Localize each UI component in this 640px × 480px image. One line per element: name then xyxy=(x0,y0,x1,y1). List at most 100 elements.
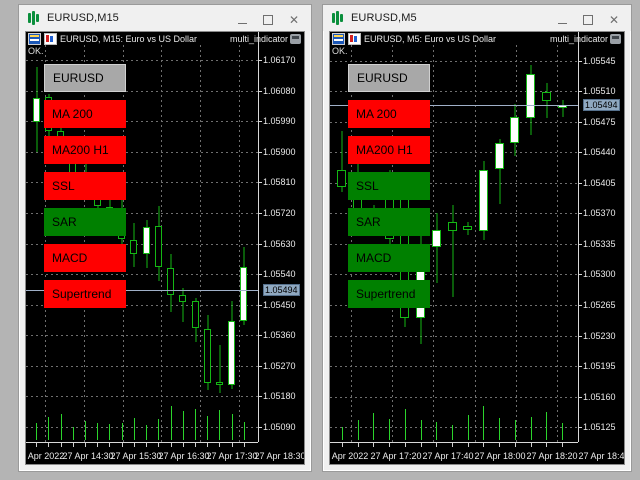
price-tick-mark xyxy=(578,60,582,62)
price-tick-label: 1.05265 xyxy=(583,300,616,310)
price-tick: 1.05900 xyxy=(258,147,296,157)
close-button[interactable]: ✕ xyxy=(601,11,627,29)
titlebar-m15[interactable]: EURUSD,M15 ✕ xyxy=(19,5,311,31)
titlebar-m5[interactable]: EURUSD,M5 ✕ xyxy=(323,5,631,31)
chart-window-m5[interactable]: EURUSD,M5 ✕ EURUSD, M5: Euro vs US Dolla… xyxy=(322,4,632,472)
indicator-button-sar[interactable]: SAR xyxy=(44,208,126,236)
maximize-button[interactable] xyxy=(255,11,281,29)
candlestick xyxy=(432,213,441,283)
time-tick-mark xyxy=(146,443,147,447)
price-tick-label: 1.05990 xyxy=(263,116,296,126)
window-controls: ✕ xyxy=(229,11,307,29)
price-tick: 1.05230 xyxy=(578,331,616,341)
price-tick: 1.05265 xyxy=(578,300,616,310)
price-tick-label: 1.05125 xyxy=(583,422,616,432)
grid-line-horizontal xyxy=(330,336,578,337)
indicator-button-ma-200[interactable]: MA 200 xyxy=(44,100,126,128)
indicator-button-macd[interactable]: MACD xyxy=(44,244,126,272)
minimize-button[interactable] xyxy=(549,11,575,29)
indicator-button-sar[interactable]: SAR xyxy=(348,208,430,236)
time-axis-label: 27 Apr 16:30 xyxy=(158,451,210,461)
chart-canvas-m5[interactable]: EURUSD, M5: Euro vs US Dollar multi_indi… xyxy=(330,32,624,464)
price-tick: 1.05180 xyxy=(258,391,296,401)
candle-wick xyxy=(562,100,563,117)
volume-bar xyxy=(405,409,406,440)
indicator-button-ma200-h1[interactable]: MA200 H1 xyxy=(348,136,430,164)
time-tick-mark xyxy=(109,443,110,447)
indicator-button-eurusd[interactable]: EURUSD xyxy=(348,64,430,92)
time-tick-mark xyxy=(452,443,453,447)
minimize-button[interactable] xyxy=(229,11,255,29)
time-axis-label: 27 Apr 17:20 xyxy=(370,451,422,461)
price-axis[interactable]: 1.05545 1.05510 1.05475 1.05440 1.05405 1.053… xyxy=(578,32,624,464)
chart-type-icon[interactable] xyxy=(44,32,57,45)
price-tick: 1.05335 xyxy=(578,239,616,249)
volume-bar xyxy=(36,423,37,440)
price-tick-label: 1.05300 xyxy=(583,269,616,279)
time-axis-label: 27 Apr 17:40 xyxy=(422,451,474,461)
time-tick-mark xyxy=(195,443,196,447)
price-tick-mark xyxy=(578,304,582,306)
metatrader-icon xyxy=(331,11,345,25)
volume-bar xyxy=(61,414,62,440)
price-tick-mark xyxy=(578,365,582,367)
time-tick-mark xyxy=(515,443,516,447)
price-tick-label: 1.05540 xyxy=(263,269,296,279)
chart-status-text: OK. xyxy=(28,46,44,56)
indicator-button-supertrend[interactable]: Supertrend xyxy=(348,280,430,308)
price-tick-label: 1.06170 xyxy=(263,55,296,65)
price-axis[interactable]: 1.06170 1.06080 1.05990 1.05900 1.05810 1.057… xyxy=(258,32,304,464)
volume-bar xyxy=(389,419,390,440)
indicator-button-ssl[interactable]: SSL xyxy=(44,172,126,200)
grid-line-horizontal xyxy=(330,366,578,367)
candle-wick xyxy=(436,213,437,283)
close-button[interactable]: ✕ xyxy=(281,11,307,29)
volume-bar xyxy=(183,411,184,440)
time-axis-separator xyxy=(26,442,258,443)
chart-frame-m5[interactable]: EURUSD, M5: Euro vs US Dollar multi_indi… xyxy=(329,31,625,465)
chart-window-m15[interactable]: EURUSD,M15 ✕ EURUSD, M15: Euro vs US Dol… xyxy=(18,4,312,472)
candle-body xyxy=(240,267,247,321)
candle-wick xyxy=(499,139,500,204)
volume-bar xyxy=(85,421,86,440)
candlestick xyxy=(542,83,551,118)
indicator-button-ma-200[interactable]: MA 200 xyxy=(348,100,430,128)
price-tick: 1.05810 xyxy=(258,177,296,187)
time-tick-mark xyxy=(358,443,359,447)
candle-body xyxy=(130,240,137,254)
price-tick-mark xyxy=(258,181,262,183)
current-price-line xyxy=(330,105,578,106)
volume-bar xyxy=(483,406,484,440)
candle-body xyxy=(216,382,223,385)
grid-line-horizontal xyxy=(26,60,258,61)
price-tick-label: 1.05180 xyxy=(263,391,296,401)
chart-type-icon[interactable] xyxy=(348,32,361,45)
candle-body xyxy=(179,295,186,302)
maximize-button[interactable] xyxy=(575,11,601,29)
volume-bar xyxy=(373,413,374,440)
price-tick-label: 1.05335 xyxy=(583,239,616,249)
grid-toggle-icon[interactable] xyxy=(28,32,41,45)
price-tick-label: 1.05510 xyxy=(583,86,616,96)
candle-body xyxy=(337,170,346,187)
candle-wick xyxy=(452,205,453,297)
chart-canvas-m15[interactable]: EURUSD, M15: Euro vs US Dollar multi_ind… xyxy=(26,32,304,464)
candle-body xyxy=(155,226,162,267)
price-tick-mark xyxy=(578,212,582,214)
volume-bar xyxy=(531,417,532,440)
chart-frame-m15[interactable]: EURUSD, M15: Euro vs US Dollar multi_ind… xyxy=(25,31,305,465)
indicator-button-ssl[interactable]: SSL xyxy=(348,172,430,200)
indicator-button-eurusd[interactable]: EURUSD xyxy=(44,64,126,92)
volume-bar xyxy=(342,427,343,440)
price-tick: 1.06080 xyxy=(258,86,296,96)
candlestick xyxy=(240,247,247,325)
grid-toggle-icon[interactable] xyxy=(332,32,345,45)
price-tick-label: 1.05090 xyxy=(263,422,296,432)
indicator-button-supertrend[interactable]: Supertrend xyxy=(44,280,126,308)
time-tick-mark xyxy=(531,443,532,447)
price-tick-mark xyxy=(578,273,582,275)
indicator-button-macd[interactable]: MACD xyxy=(348,244,430,272)
indicator-button-ma200-h1[interactable]: MA200 H1 xyxy=(44,136,126,164)
